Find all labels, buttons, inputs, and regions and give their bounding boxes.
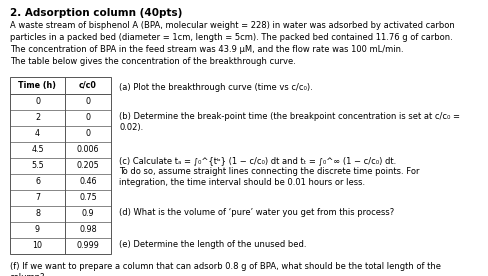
Text: c/c0: c/c0 — [79, 81, 97, 90]
Text: 0.205: 0.205 — [77, 161, 99, 171]
Text: 4.5: 4.5 — [31, 145, 44, 155]
Text: 0: 0 — [85, 97, 90, 107]
Text: 4: 4 — [35, 129, 40, 139]
Text: 0.9: 0.9 — [81, 209, 94, 219]
Text: 8: 8 — [35, 209, 40, 219]
Text: (d) What is the volume of ‘pure’ water you get from this process?: (d) What is the volume of ‘pure’ water y… — [119, 208, 393, 217]
Text: 0: 0 — [85, 113, 90, 123]
Text: 0: 0 — [35, 97, 40, 107]
Text: 2: 2 — [35, 113, 40, 123]
Text: 2. Adsorption column (40pts): 2. Adsorption column (40pts) — [10, 8, 182, 18]
Text: 0.98: 0.98 — [79, 225, 97, 235]
Text: 7: 7 — [35, 193, 40, 203]
Text: 5.5: 5.5 — [31, 161, 44, 171]
Text: (c) Calculate tₐ = ∫₀^{tᵇ} (1 − c/c₀) dt and tₜ = ∫₀^∞ (1 − c/c₀) dt.: (c) Calculate tₐ = ∫₀^{tᵇ} (1 − c/c₀) dt… — [119, 156, 395, 165]
Text: The table below gives the concentration of the breakthrough curve.: The table below gives the concentration … — [10, 57, 295, 66]
Text: (e) Determine the length of the unused bed.: (e) Determine the length of the unused b… — [119, 240, 306, 249]
Text: integration, the time interval should be 0.01 hours or less.: integration, the time interval should be… — [119, 178, 365, 187]
Text: 0.999: 0.999 — [77, 242, 99, 251]
Text: 9: 9 — [35, 225, 40, 235]
Text: (f) If we want to prepare a column that can adsorb 0.8 g of BPA, what should be : (f) If we want to prepare a column that … — [10, 262, 440, 276]
Text: particles in a packed bed (diameter = 1cm, length = 5cm). The packed bed contain: particles in a packed bed (diameter = 1c… — [10, 33, 452, 42]
Text: Time (h): Time (h) — [19, 81, 57, 90]
Text: (a) Plot the breakthrough curve (time vs c/c₀).: (a) Plot the breakthrough curve (time vs… — [119, 83, 312, 92]
Text: 6: 6 — [35, 177, 40, 187]
Text: 10: 10 — [32, 242, 42, 251]
Text: 0.006: 0.006 — [77, 145, 99, 155]
Text: 0.75: 0.75 — [79, 193, 97, 203]
Text: The concentration of BPA in the feed stream was 43.9 μM, and the flow rate was 1: The concentration of BPA in the feed str… — [10, 45, 403, 54]
Text: A waste stream of bisphenol A (BPA, molecular weight = 228) in water was adsorbe: A waste stream of bisphenol A (BPA, mole… — [10, 21, 454, 30]
Text: (b) Determine the break-point time (the breakpoint concentration is set at c/c₀ : (b) Determine the break-point time (the … — [119, 112, 459, 132]
Text: To do so, assume straight lines connecting the discrete time points. For: To do so, assume straight lines connecti… — [119, 167, 419, 176]
Text: 0: 0 — [85, 129, 90, 139]
Text: 0.46: 0.46 — [79, 177, 97, 187]
Bar — [10, 77, 111, 254]
